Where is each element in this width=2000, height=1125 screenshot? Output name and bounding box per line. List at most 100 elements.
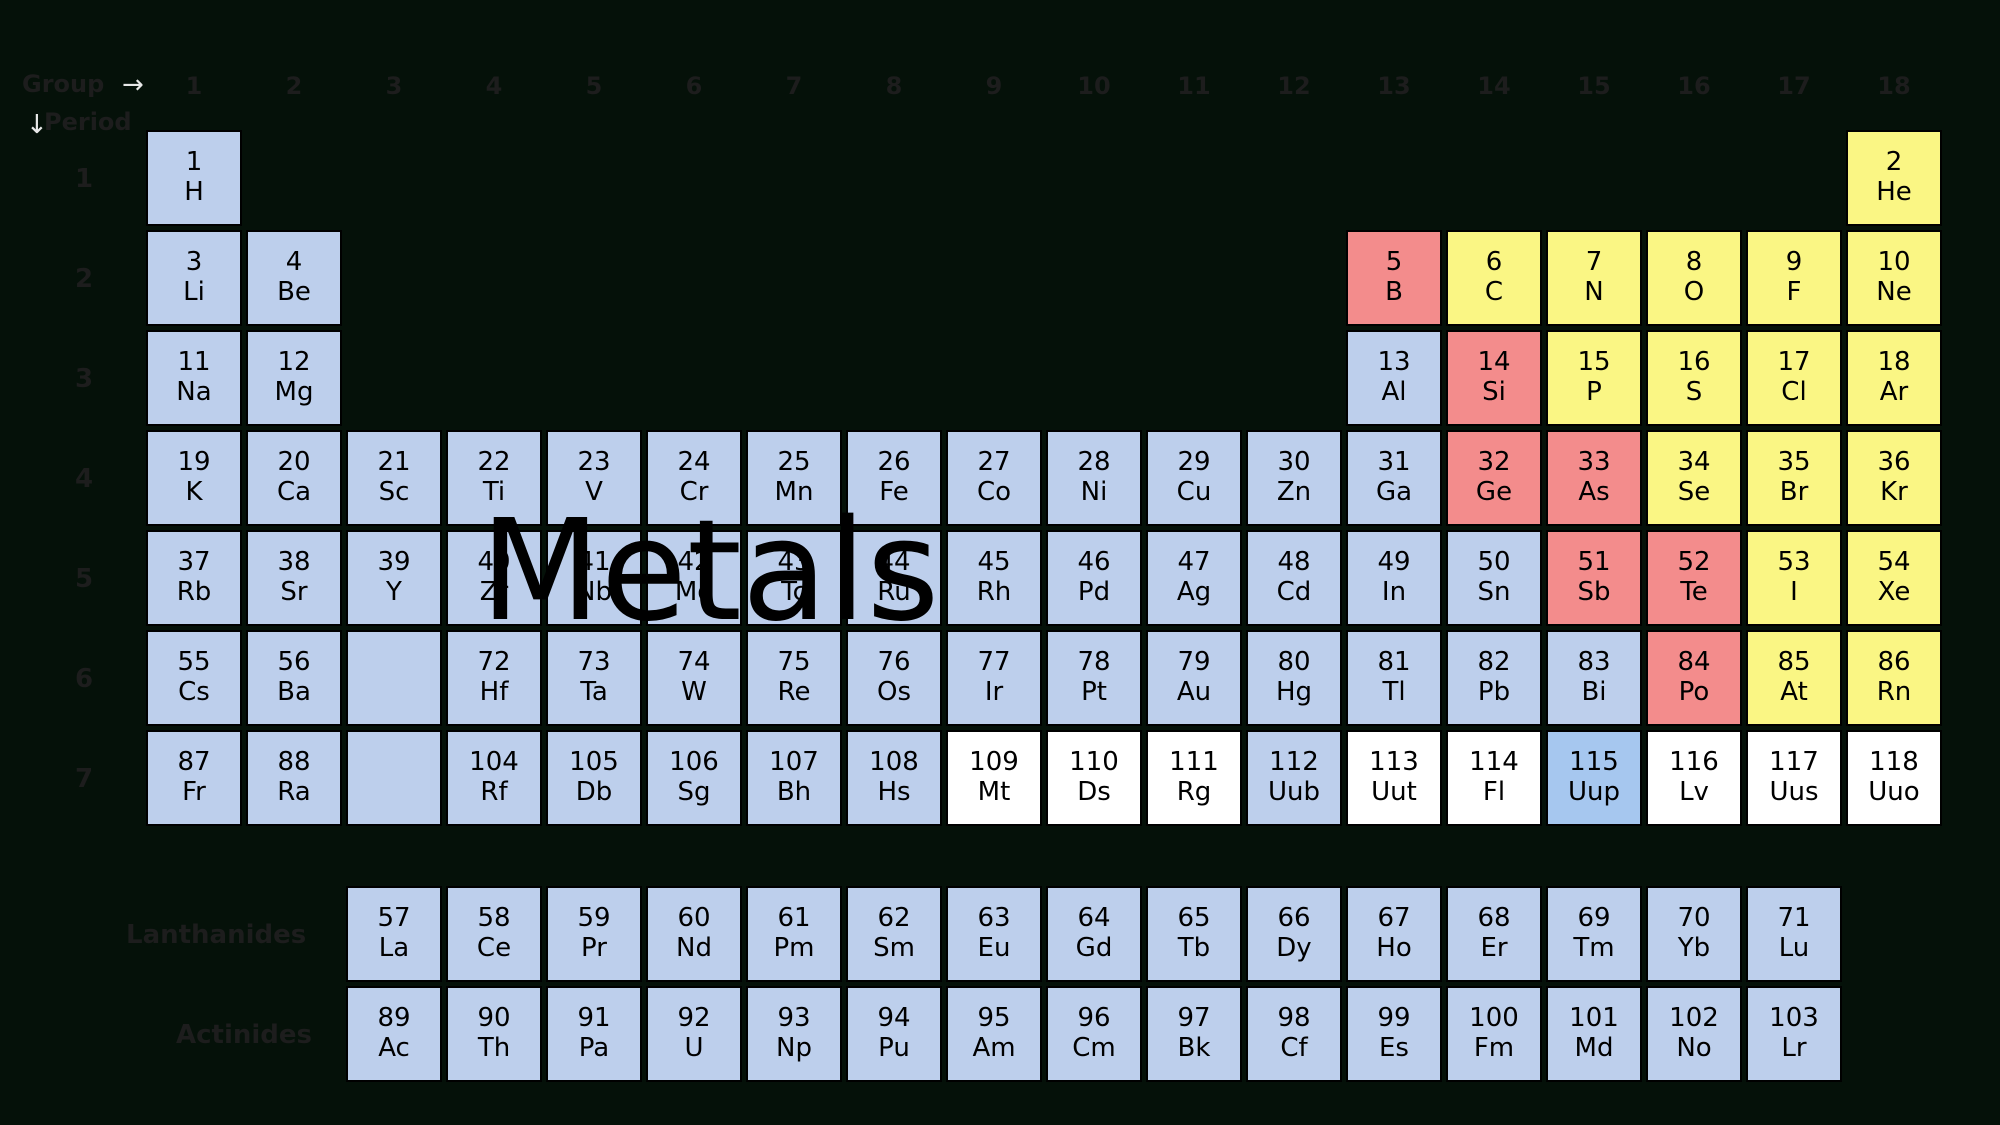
element-Au[interactable]: 79Au [1146, 630, 1242, 726]
element-Xe[interactable]: 54Xe [1846, 530, 1942, 626]
element-Rn[interactable]: 86Rn [1846, 630, 1942, 726]
element-Rf[interactable]: 104Rf [446, 730, 542, 826]
element-W[interactable]: 74W [646, 630, 742, 726]
element-Kr[interactable]: 36Kr [1846, 430, 1942, 526]
element-Zn[interactable]: 30Zn [1246, 430, 1342, 526]
element-Ti[interactable]: 22Ti [446, 430, 542, 526]
element-Cs[interactable]: 55Cs [146, 630, 242, 726]
element-Tb[interactable]: 65Tb [1146, 886, 1242, 982]
element-Np[interactable]: 93Np [746, 986, 842, 1082]
element-Uup[interactable]: 115Uup [1546, 730, 1642, 826]
element-Mt[interactable]: 109Mt [946, 730, 1042, 826]
element-Cf[interactable]: 98Cf [1246, 986, 1342, 1082]
element-Bk[interactable]: 97Bk [1146, 986, 1242, 1082]
element-Md[interactable]: 101Md [1546, 986, 1642, 1082]
element-Pa[interactable]: 91Pa [546, 986, 642, 1082]
element-Sn[interactable]: 50Sn [1446, 530, 1542, 626]
element-C[interactable]: 6C [1446, 230, 1542, 326]
element-Am[interactable]: 95Am [946, 986, 1042, 1082]
element-S[interactable]: 16S [1646, 330, 1742, 426]
element-N[interactable]: 7N [1546, 230, 1642, 326]
element-Uus[interactable]: 117Uus [1746, 730, 1842, 826]
element-Os[interactable]: 76Os [846, 630, 942, 726]
element-Ir[interactable]: 77Ir [946, 630, 1042, 726]
element-Dy[interactable]: 66Dy [1246, 886, 1342, 982]
element-K[interactable]: 19K [146, 430, 242, 526]
element-Fr[interactable]: 87Fr [146, 730, 242, 826]
element-Ca[interactable]: 20Ca [246, 430, 342, 526]
element-Rh[interactable]: 45Rh [946, 530, 1042, 626]
element-I[interactable]: 53I [1746, 530, 1842, 626]
element-Ru[interactable]: 44Ru [846, 530, 942, 626]
element-Sr[interactable]: 38Sr [246, 530, 342, 626]
element-Re[interactable]: 75Re [746, 630, 842, 726]
element-Ta[interactable]: 73Ta [546, 630, 642, 726]
element-B[interactable]: 5B [1346, 230, 1442, 326]
element-Sc[interactable]: 21Sc [346, 430, 442, 526]
element-Tm[interactable]: 69Tm [1546, 886, 1642, 982]
element-Be[interactable]: 4Be [246, 230, 342, 326]
element-Br[interactable]: 35Br [1746, 430, 1842, 526]
element-Uut[interactable]: 113Uut [1346, 730, 1442, 826]
element-O[interactable]: 8O [1646, 230, 1742, 326]
element-Sg[interactable]: 106Sg [646, 730, 742, 826]
element-Pt[interactable]: 78Pt [1046, 630, 1142, 726]
element-Ra[interactable]: 88Ra [246, 730, 342, 826]
element-F[interactable]: 9F [1746, 230, 1842, 326]
element-Cm[interactable]: 96Cm [1046, 986, 1142, 1082]
element-Hs[interactable]: 108Hs [846, 730, 942, 826]
element-V[interactable]: 23V [546, 430, 642, 526]
element-Nb[interactable]: 41Nb [546, 530, 642, 626]
element-Hf[interactable]: 72Hf [446, 630, 542, 726]
element-Lu[interactable]: 71Lu [1746, 886, 1842, 982]
element-As[interactable]: 33As [1546, 430, 1642, 526]
element-Cl[interactable]: 17Cl [1746, 330, 1842, 426]
element-Cu[interactable]: 29Cu [1146, 430, 1242, 526]
element-Sm[interactable]: 62Sm [846, 886, 942, 982]
element-Ar[interactable]: 18Ar [1846, 330, 1942, 426]
element-He[interactable]: 2He [1846, 130, 1942, 226]
element-Pb[interactable]: 82Pb [1446, 630, 1542, 726]
element-Ac[interactable]: 89Ac [346, 986, 442, 1082]
element-Rb[interactable]: 37Rb [146, 530, 242, 626]
element-Yb[interactable]: 70Yb [1646, 886, 1742, 982]
element-Cd[interactable]: 48Cd [1246, 530, 1342, 626]
element-Tl[interactable]: 81Tl [1346, 630, 1442, 726]
element-Ne[interactable]: 10Ne [1846, 230, 1942, 326]
element-La[interactable]: 57La [346, 886, 442, 982]
element-Th[interactable]: 90Th [446, 986, 542, 1082]
element-Na[interactable]: 11Na [146, 330, 242, 426]
element-Es[interactable]: 99Es [1346, 986, 1442, 1082]
element-Pu[interactable]: 94Pu [846, 986, 942, 1082]
element-Ce[interactable]: 58Ce [446, 886, 542, 982]
element-Pd[interactable]: 46Pd [1046, 530, 1142, 626]
element-Db[interactable]: 105Db [546, 730, 642, 826]
element-Lr[interactable]: 103Lr [1746, 986, 1842, 1082]
element-Te[interactable]: 52Te [1646, 530, 1742, 626]
element-At[interactable]: 85At [1746, 630, 1842, 726]
element-Se[interactable]: 34Se [1646, 430, 1742, 526]
element-Bi[interactable]: 83Bi [1546, 630, 1642, 726]
element-Ba[interactable]: 56Ba [246, 630, 342, 726]
element-Fm[interactable]: 100Fm [1446, 986, 1542, 1082]
element-Fe[interactable]: 26Fe [846, 430, 942, 526]
element-Po[interactable]: 84Po [1646, 630, 1742, 726]
element-Si[interactable]: 14Si [1446, 330, 1542, 426]
element-Eu[interactable]: 63Eu [946, 886, 1042, 982]
element-Mn[interactable]: 25Mn [746, 430, 842, 526]
element-Ni[interactable]: 28Ni [1046, 430, 1142, 526]
element-Y[interactable]: 39Y [346, 530, 442, 626]
element-Co[interactable]: 27Co [946, 430, 1042, 526]
element-Tc[interactable]: 43Tc [746, 530, 842, 626]
element-Er[interactable]: 68Er [1446, 886, 1542, 982]
element-Sb[interactable]: 51Sb [1546, 530, 1642, 626]
element-Rg[interactable]: 111Rg [1146, 730, 1242, 826]
element-Ho[interactable]: 67Ho [1346, 886, 1442, 982]
element-Ge[interactable]: 32Ge [1446, 430, 1542, 526]
element-U[interactable]: 92U [646, 986, 742, 1082]
element-Al[interactable]: 13Al [1346, 330, 1442, 426]
element-Bh[interactable]: 107Bh [746, 730, 842, 826]
element-Ds[interactable]: 110Ds [1046, 730, 1142, 826]
element-Cr[interactable]: 24Cr [646, 430, 742, 526]
element-No[interactable]: 102No [1646, 986, 1742, 1082]
